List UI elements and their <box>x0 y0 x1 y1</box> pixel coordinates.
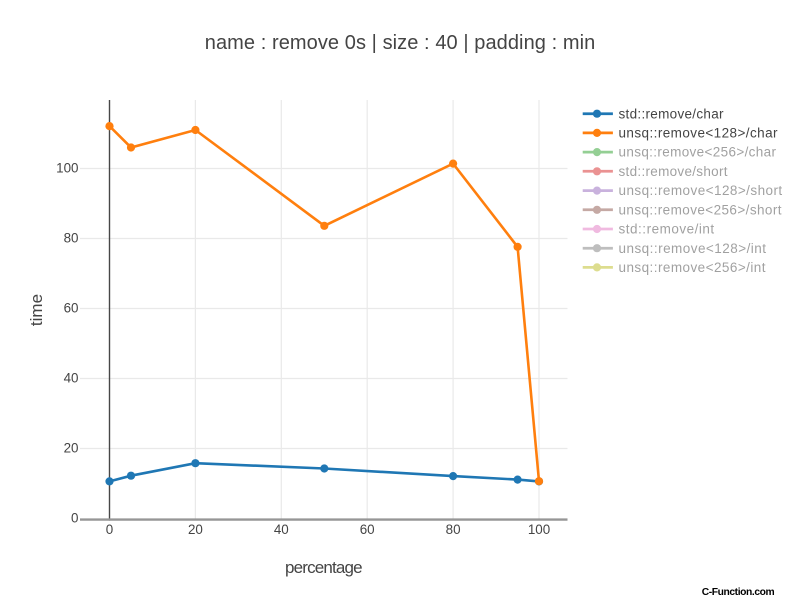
svg-text:unsq::remove<256>/int: unsq::remove<256>/int <box>619 260 766 275</box>
svg-text:time: time <box>27 294 46 326</box>
svg-text:percentage: percentage <box>285 558 363 577</box>
svg-text:unsq::remove<128>/int: unsq::remove<128>/int <box>619 241 767 256</box>
svg-text:unsq::remove<256>/char: unsq::remove<256>/char <box>619 145 777 160</box>
svg-text:C-Function.com: C-Function.com <box>702 587 775 598</box>
svg-text:20: 20 <box>64 441 79 456</box>
svg-text:60: 60 <box>360 522 375 537</box>
svg-text:80: 80 <box>64 231 79 246</box>
svg-text:unsq::remove<256>/short: unsq::remove<256>/short <box>619 202 782 217</box>
svg-text:unsq::remove<128>/char: unsq::remove<128>/char <box>619 126 779 141</box>
svg-text:std::remove/char: std::remove/char <box>619 106 725 121</box>
svg-text:std::remove/short: std::remove/short <box>619 164 728 179</box>
svg-text:std::remove/int: std::remove/int <box>619 222 715 237</box>
svg-text:80: 80 <box>446 522 461 537</box>
svg-text:unsq::remove<128>/short: unsq::remove<128>/short <box>619 183 783 198</box>
svg-text:name : remove 0s | size : 40 |: name : remove 0s | size : 40 | padding :… <box>205 32 596 54</box>
svg-text:40: 40 <box>64 371 79 386</box>
svg-text:0: 0 <box>71 511 78 526</box>
svg-text:60: 60 <box>64 301 79 316</box>
svg-text:20: 20 <box>188 522 203 537</box>
svg-text:40: 40 <box>274 522 289 537</box>
svg-text:0: 0 <box>106 522 113 537</box>
svg-text:100: 100 <box>56 161 78 176</box>
svg-text:100: 100 <box>528 522 550 537</box>
